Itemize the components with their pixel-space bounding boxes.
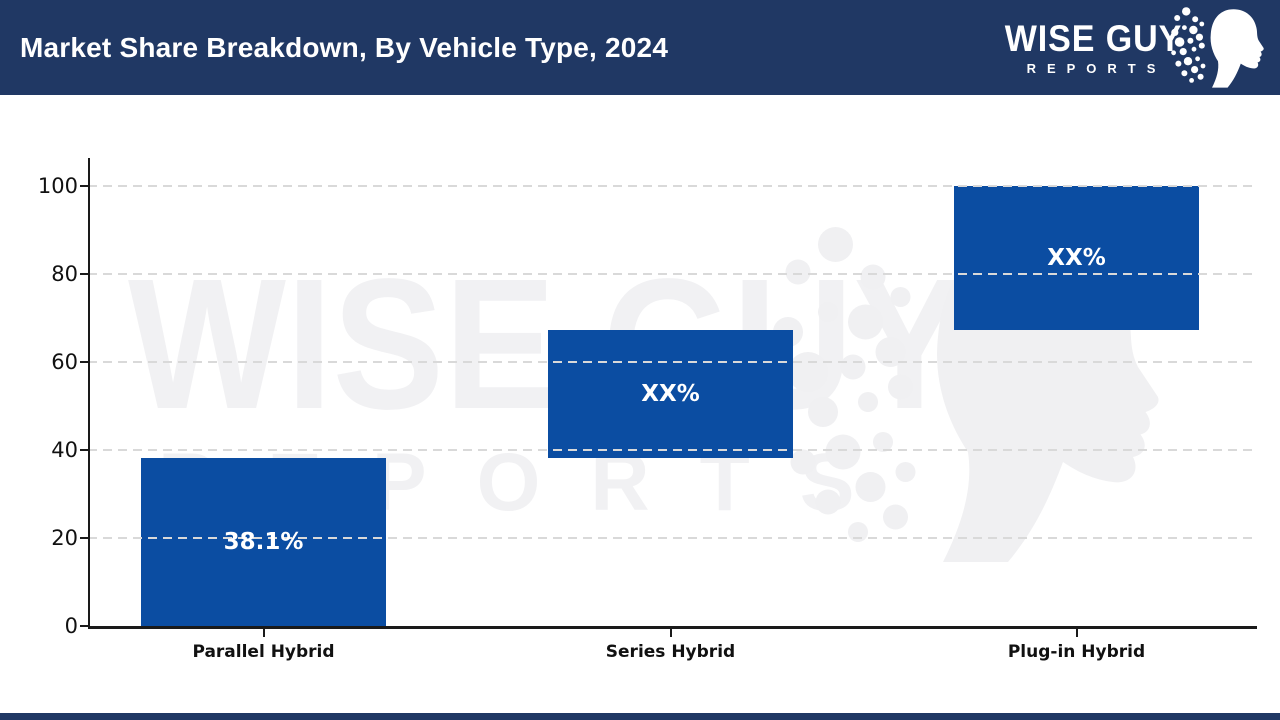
y-tick-label: 80 [51,262,78,286]
y-tick-label: 0 [64,614,78,638]
x-tick [262,629,265,637]
watermark-wordmark: WISE GUY [128,241,966,448]
bar-label: XX% [641,381,700,408]
x-tick-label: Parallel Hybrid [192,642,335,662]
x-tick-label: Series Hybrid [605,642,736,662]
dot-face-logo-icon [1170,6,1266,90]
y-tick [80,625,88,627]
y-tick-label: 60 [51,350,78,374]
header-bar: Market Share Breakdown, By Vehicle Type,… [0,0,1280,95]
gridline [88,185,1257,187]
logo-wordmark-line2: REPORTS [1026,61,1167,76]
logo-wordmark-line1: WISE GUY [1004,18,1183,59]
x-tick [669,629,672,637]
y-tick-label: 20 [51,526,78,550]
y-tick [80,537,88,539]
bar-label: XX% [1047,244,1106,271]
y-tick [80,185,88,187]
y-tick-label: 100 [37,174,78,198]
gridline [88,537,1257,539]
bar-label: 38.1% [223,529,304,556]
footer-bar [0,713,1280,720]
bar [141,458,386,626]
x-tick [1075,629,1078,637]
gridline [88,273,1257,275]
y-axis [88,158,90,629]
brand-logo: WISE GUY REPORTS [997,6,1266,90]
gridline [88,449,1257,451]
y-tick-label: 40 [51,438,78,462]
y-tick [80,273,88,275]
gridline [88,361,1257,363]
y-tick [80,449,88,451]
chart-title: Market Share Breakdown, By Vehicle Type,… [20,31,669,63]
x-axis [88,626,1257,629]
x-tick-label: Plug-in Hybrid [1007,642,1146,662]
bar [548,329,793,459]
logo-wordmark: WISE GUY REPORTS [997,20,1190,75]
y-tick [80,361,88,363]
